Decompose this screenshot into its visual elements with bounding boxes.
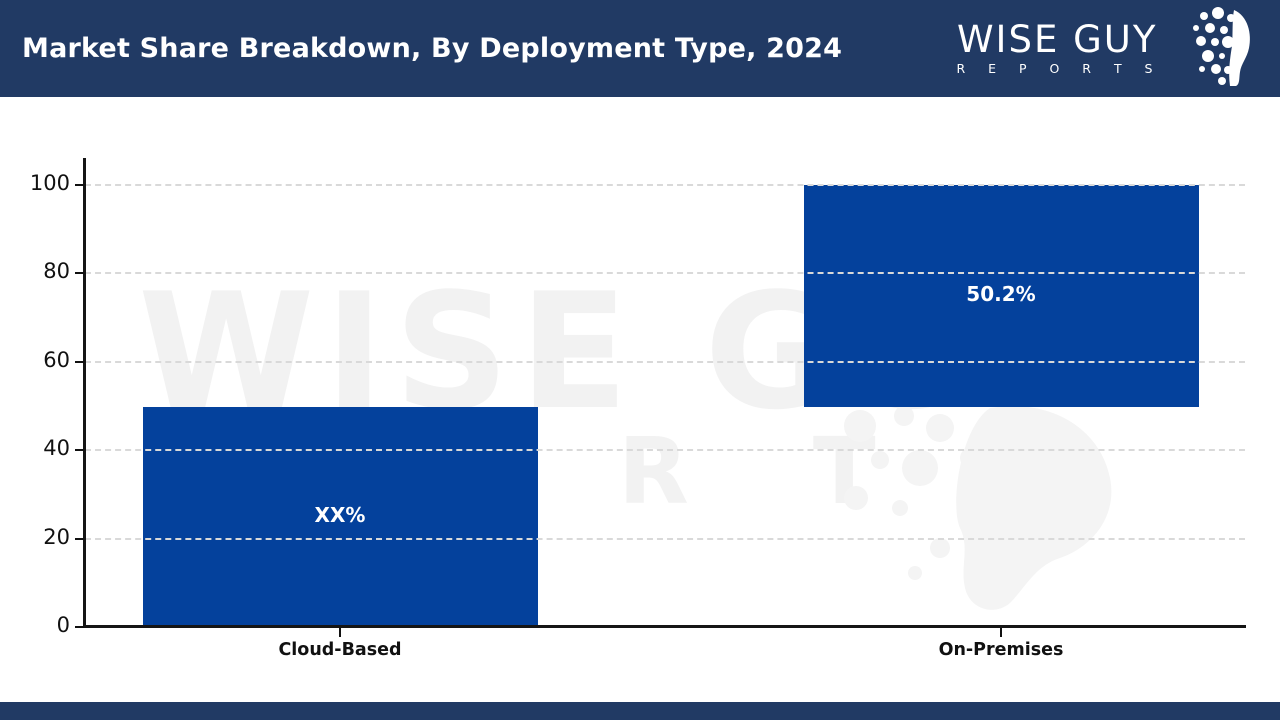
- x-category-label-2: On-Premises: [938, 640, 1064, 660]
- y-tick-label-60: 60: [43, 347, 70, 372]
- y-tick-mark-40: [75, 449, 84, 452]
- logo-brand-subtitle: R E P O R T S: [956, 61, 1162, 76]
- page-title: Market Share Breakdown, By Deployment Ty…: [22, 33, 843, 64]
- gridline-20: [85, 537, 1245, 540]
- wiseguy-face-icon: [1166, 6, 1252, 92]
- header-bar: Market Share Breakdown, By Deployment Ty…: [0, 0, 1280, 97]
- x-tick-mark-2: [1000, 628, 1002, 637]
- gridline-80: [85, 272, 1245, 275]
- wiseguy-logo: WISE GUY R E P O R T S: [952, 6, 1252, 92]
- y-tick-mark-80: [75, 272, 84, 275]
- y-tick-label-80: 80: [43, 259, 70, 284]
- wiseguy-logo-text: WISE GUY R E P O R T S: [952, 21, 1162, 76]
- footer-bar: [0, 702, 1280, 720]
- y-tick-label-20: 20: [43, 524, 70, 549]
- y-tick-mark-0: [75, 626, 84, 628]
- watermark-face-icon: [820, 398, 1160, 632]
- gridline-60: [85, 360, 1245, 363]
- y-tick-mark-100: [75, 184, 84, 186]
- y-tick-label-40: 40: [43, 436, 70, 461]
- bar-value-label-1: XX%: [314, 502, 366, 527]
- x-axis-line: [83, 625, 1246, 628]
- y-tick-mark-20: [75, 537, 84, 540]
- gridline-100: [85, 184, 1245, 186]
- y-tick-label-100: 100: [29, 171, 70, 195]
- y-axis-line: [83, 158, 86, 628]
- x-category-label-1: Cloud-Based: [278, 640, 402, 660]
- bar-cloud-based: [142, 406, 538, 627]
- bar-value-label-2: 50.2%: [966, 281, 1036, 306]
- y-tick-label-0: 0: [56, 613, 70, 637]
- gridline-40: [85, 449, 1245, 452]
- logo-brand-name: WISE GUY: [956, 18, 1158, 61]
- y-tick-mark-60: [75, 360, 84, 363]
- bar-on-premises: [803, 185, 1199, 407]
- x-tick-mark-1: [339, 628, 341, 637]
